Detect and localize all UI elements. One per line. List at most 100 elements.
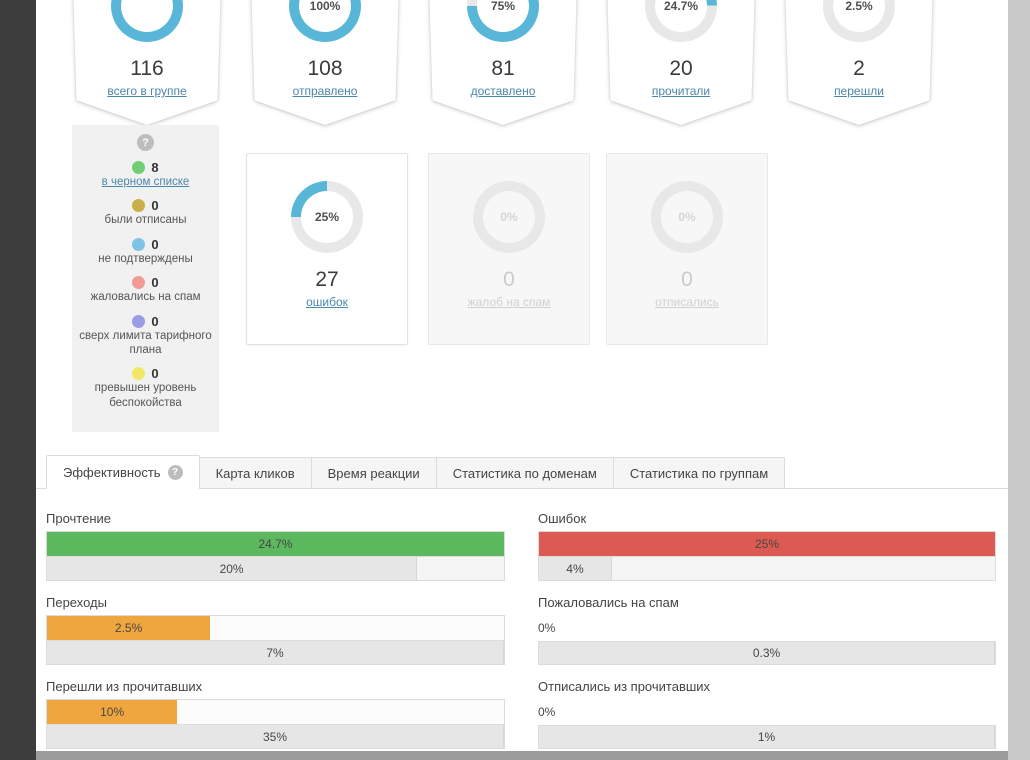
- stat-value-spam: 0: [503, 268, 515, 291]
- legend-item-unconfirmed: 0 не подтверждены: [98, 237, 192, 266]
- metric-row-errors: Ошибок 25% 4%: [538, 511, 996, 581]
- legend-item-spam-complaints: 0 жаловались на спам: [91, 275, 201, 304]
- stat-value-unsubscribed: 0: [681, 268, 693, 291]
- value-bar: 2.5%: [46, 615, 505, 641]
- errors-card: 25% 27 ошибок: [246, 153, 408, 345]
- value-bar: 25%: [538, 531, 996, 557]
- tab-group-stats[interactable]: Статистика по группам: [613, 457, 786, 489]
- value-bar-fill: 2.5%: [47, 616, 211, 640]
- donut-clicked-icon: 2.5%: [823, 0, 895, 42]
- metric-row-click-to-open: Перешли из прочитавших 10% 35%: [46, 679, 505, 749]
- legend-value: 0: [151, 313, 159, 329]
- donut-percent: 100%: [309, 0, 341, 13]
- legend-label: жаловались на спам: [90, 291, 201, 304]
- left-sidebar-rail[interactable]: [0, 0, 36, 760]
- stat-value-read: 20: [669, 57, 693, 80]
- tab-click-map[interactable]: Карта кликов: [199, 457, 312, 489]
- legend-value: 0: [151, 236, 159, 252]
- donut-errors-icon: 25%: [291, 181, 363, 253]
- metric-row-read-rate: Прочтение 24.7% 20%: [46, 511, 505, 581]
- legend-value: 0: [151, 198, 159, 214]
- blacklist-dot-icon: [132, 161, 146, 174]
- average-bar-fill: 20%: [47, 557, 418, 580]
- funnel-card-sent: 100% 108 отправлено: [250, 0, 400, 125]
- stat-link-total[interactable]: всего в группе: [107, 84, 187, 99]
- metric-label: Отписались из прочитавших: [538, 679, 711, 694]
- legend-value: 8: [151, 160, 159, 175]
- stat-link-unsubscribed[interactable]: отписались: [655, 295, 719, 310]
- help-icon[interactable]: ?: [137, 134, 154, 151]
- donut-percent: 2.5%: [845, 0, 873, 13]
- stat-link-read[interactable]: прочитали: [651, 84, 711, 99]
- tab-effectiveness[interactable]: Эффективность ?: [46, 455, 200, 489]
- bar-value-text: 24.7%: [258, 537, 293, 551]
- value-bar-fill: 24.7%: [47, 532, 504, 556]
- value-bar-fill: 25%: [539, 532, 995, 556]
- bar-value-text: 25%: [754, 537, 780, 551]
- bar-value-text: 20%: [219, 561, 244, 576]
- metric-row-click-rate: Переходы 2.5% 7%: [46, 595, 505, 665]
- tab-domain-stats[interactable]: Статистика по доменам: [436, 457, 614, 489]
- legend-label: не подтверждены: [98, 252, 193, 265]
- donut-percent: 75%: [490, 0, 516, 13]
- tab-label: Статистика по группам: [629, 465, 769, 481]
- legend-item-unsubscribed: 0 были отписаны: [104, 198, 186, 227]
- donut-spam-icon: 0%: [473, 181, 545, 253]
- tab-reaction-time[interactable]: Время реакции: [311, 457, 437, 489]
- legend-link-blacklist[interactable]: в черном списке: [101, 176, 190, 188]
- donut-percent: 24.7%: [663, 0, 699, 13]
- stat-link-delivered[interactable]: доставлено: [470, 84, 536, 99]
- metric-label: Переходы: [46, 595, 107, 610]
- donut-delivered-icon: 75%: [467, 0, 539, 42]
- stats-tabs: Эффективность ? Карта кликов Время реакц…: [46, 455, 786, 489]
- bar-value-text: 0%: [538, 621, 556, 635]
- bottom-scroll-rail[interactable]: [0, 751, 1030, 760]
- metric-label: Перешли из прочитавших: [46, 679, 203, 694]
- bar-value-text: 0.3%: [752, 646, 781, 660]
- legend-value: 0: [151, 366, 159, 382]
- donut-percent: 25%: [314, 210, 340, 224]
- legend-item-blacklist: 8 в черном списке: [102, 160, 190, 189]
- metrics-column-right: Ошибок 25% 4% Пожаловались на спам 0% 0.…: [538, 511, 996, 749]
- bar-value-text: 0%: [538, 705, 556, 719]
- donut-unsubscribed-icon: 0%: [651, 181, 723, 253]
- stat-link-spam[interactable]: жалоб на спам: [467, 295, 551, 310]
- stat-link-errors[interactable]: ошибок: [306, 295, 348, 310]
- legend-label: были отписаны: [104, 214, 187, 227]
- spam-dot-icon: [132, 276, 146, 290]
- stat-link-clicked[interactable]: перешли: [834, 84, 884, 99]
- tab-label: Время реакции: [327, 465, 420, 481]
- right-scroll-rail[interactable]: [1008, 0, 1030, 760]
- donut-sent-icon: 100%: [289, 0, 361, 42]
- funnel-card-clicked: 2.5% 2 перешли: [784, 0, 934, 125]
- metric-row-unsub-from-read: Отписались из прочитавших 0% 1%: [538, 679, 996, 749]
- average-bar: 1%: [538, 725, 996, 749]
- funnel-card-total: 116 всего в группе: [72, 0, 222, 125]
- stat-value-sent: 108: [307, 57, 343, 80]
- legend-item-anxiety-level: 0 превышен уровень беспокойства: [77, 366, 215, 410]
- metrics-column-left: Прочтение 24.7% 20% Переходы 2.5%: [46, 511, 505, 749]
- value-bar: 10%: [46, 699, 505, 725]
- bar-value-text: 4%: [566, 561, 584, 576]
- value-bar-fill: 10%: [47, 700, 178, 724]
- stat-value-clicked: 2: [853, 57, 865, 80]
- average-bar: 4%: [538, 557, 996, 581]
- help-icon[interactable]: ?: [167, 465, 183, 480]
- average-bar: 7%: [46, 641, 505, 665]
- tab-label: Статистика по доменам: [452, 465, 597, 481]
- spam-complaints-card: 0% 0 жалоб на спам: [428, 153, 590, 345]
- legend-label: сверх лимита тарифного плана: [79, 329, 212, 356]
- donut-percent: 0%: [678, 210, 696, 224]
- stat-value-total: 116: [130, 57, 164, 80]
- average-bar: 0.3%: [538, 641, 996, 665]
- tab-label: Карта кликов: [215, 465, 295, 481]
- stat-link-sent[interactable]: отправлено: [292, 84, 358, 99]
- average-bar-fill: 1%: [539, 726, 995, 748]
- stat-value-delivered: 81: [491, 57, 515, 80]
- average-bar-fill: 35%: [47, 725, 504, 748]
- over-limit-dot-icon: [132, 314, 146, 328]
- value-bar: 24.7%: [46, 531, 505, 557]
- average-bar-fill: 7%: [47, 641, 504, 664]
- bar-value-text: 1%: [757, 730, 776, 744]
